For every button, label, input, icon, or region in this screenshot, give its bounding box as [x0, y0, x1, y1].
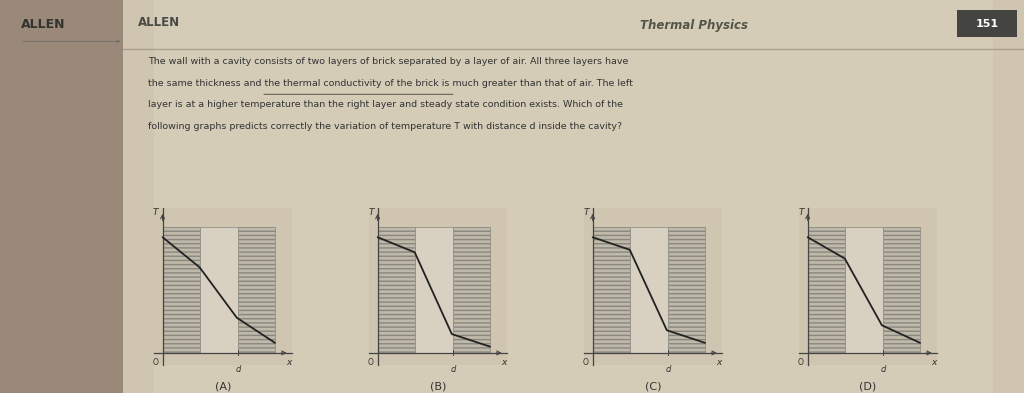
Bar — [123, 0, 1024, 393]
Bar — [154, 0, 993, 393]
Bar — [378, 227, 415, 353]
Text: ALLEN: ALLEN — [20, 18, 65, 31]
Text: x: x — [286, 358, 291, 367]
Bar — [163, 227, 200, 353]
Bar — [200, 227, 238, 353]
Text: layer is at a higher temperature than the right layer and steady state condition: layer is at a higher temperature than th… — [148, 100, 624, 109]
Text: O: O — [368, 358, 374, 367]
Text: (A): (A) — [215, 381, 230, 391]
Bar — [845, 227, 883, 353]
Text: O: O — [583, 358, 589, 367]
Text: x: x — [501, 358, 506, 367]
Bar — [957, 10, 1017, 37]
Text: following graphs predicts correctly the variation of temperature T with distance: following graphs predicts correctly the … — [148, 122, 623, 131]
Text: The wall with a cavity consists of two layers of brick separated by a layer of a: The wall with a cavity consists of two l… — [148, 57, 629, 66]
Bar — [0, 0, 133, 393]
Text: d: d — [666, 365, 671, 375]
Text: (B): (B) — [430, 381, 445, 391]
Text: Thermal Physics: Thermal Physics — [640, 19, 748, 32]
Bar — [453, 227, 490, 353]
Text: d: d — [881, 365, 886, 375]
Text: x: x — [931, 358, 936, 367]
Bar — [668, 227, 706, 353]
Text: the same thickness and the thermal conductivity of the brick is much greater tha: the same thickness and the thermal condu… — [148, 79, 634, 88]
Text: O: O — [153, 358, 159, 367]
Text: 151: 151 — [976, 18, 998, 29]
Bar — [883, 227, 921, 353]
Text: T: T — [584, 208, 589, 217]
Bar — [630, 227, 668, 353]
Text: ALLEN: ALLEN — [138, 16, 180, 29]
Bar — [808, 227, 845, 353]
Text: x: x — [716, 358, 721, 367]
Text: O: O — [798, 358, 804, 367]
Bar — [238, 227, 275, 353]
Text: T: T — [154, 208, 159, 217]
FancyArrowPatch shape — [24, 40, 120, 43]
Bar — [415, 227, 453, 353]
Text: d: d — [236, 365, 241, 375]
Text: T: T — [369, 208, 374, 217]
Text: (D): (D) — [859, 381, 877, 391]
Bar — [593, 227, 630, 353]
Text: d: d — [451, 365, 456, 375]
Text: T: T — [799, 208, 804, 217]
Text: (C): (C) — [644, 381, 662, 391]
